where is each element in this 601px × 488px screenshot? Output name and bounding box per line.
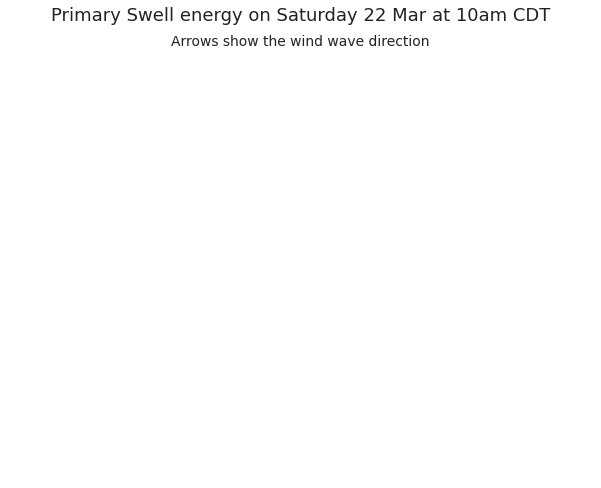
Text: Primary Swell energy on Saturday 22 Mar at 10am CDT: Primary Swell energy on Saturday 22 Mar … — [51, 7, 550, 25]
Text: Arrows show the wind wave direction: Arrows show the wind wave direction — [171, 35, 430, 49]
